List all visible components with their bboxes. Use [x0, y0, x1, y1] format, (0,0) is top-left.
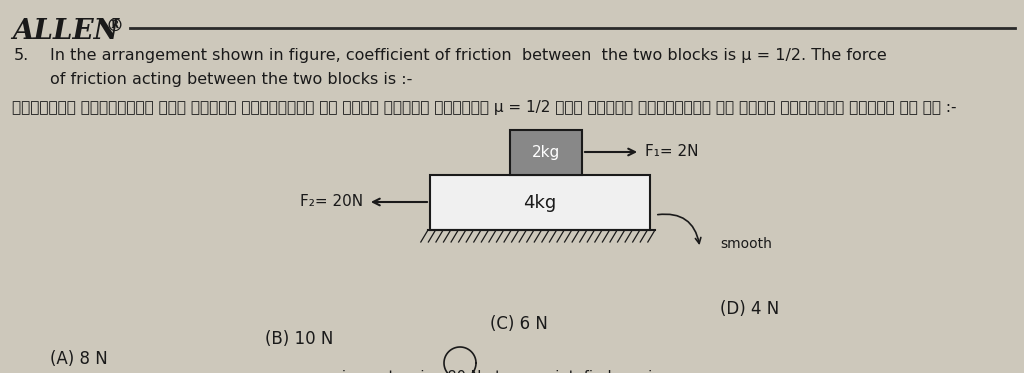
Bar: [510, 130, 582, 175]
Text: F₁= 2N: F₁= 2N: [645, 144, 698, 160]
Text: 2kg: 2kg: [531, 145, 560, 160]
Text: In the arrangement shown in figure, coefficient of friction  between  the two bl: In the arrangement shown in figure, coef…: [50, 48, 887, 63]
Text: of friction acting between the two blocks is :-: of friction acting between the two block…: [50, 72, 413, 87]
Text: प्रदशित व्यवस्था में दोनों ब्लाॉकों के मध्य घषर्ण गुणांक μ = 1/2 है। दोनों ब्लाॉ: प्रदशित व्यवस्था में दोनों ब्लाॉकों के म…: [12, 100, 956, 115]
Bar: [430, 175, 650, 230]
Text: 5.: 5.: [14, 48, 30, 63]
Text: maximum tension 80 N at any point, find maximum: maximum tension 80 N at any point, find …: [310, 370, 690, 373]
Text: (C) 6 N: (C) 6 N: [490, 315, 548, 333]
Text: ®: ®: [105, 18, 123, 36]
Text: (B) 10 N: (B) 10 N: [265, 330, 334, 348]
Text: ALLEN: ALLEN: [12, 18, 119, 45]
Text: 4kg: 4kg: [523, 194, 557, 211]
Text: (D) 4 N: (D) 4 N: [720, 300, 779, 318]
Text: (A) 8 N: (A) 8 N: [50, 350, 108, 368]
Text: F₂= 20N: F₂= 20N: [300, 194, 362, 210]
Text: smooth: smooth: [720, 237, 772, 251]
